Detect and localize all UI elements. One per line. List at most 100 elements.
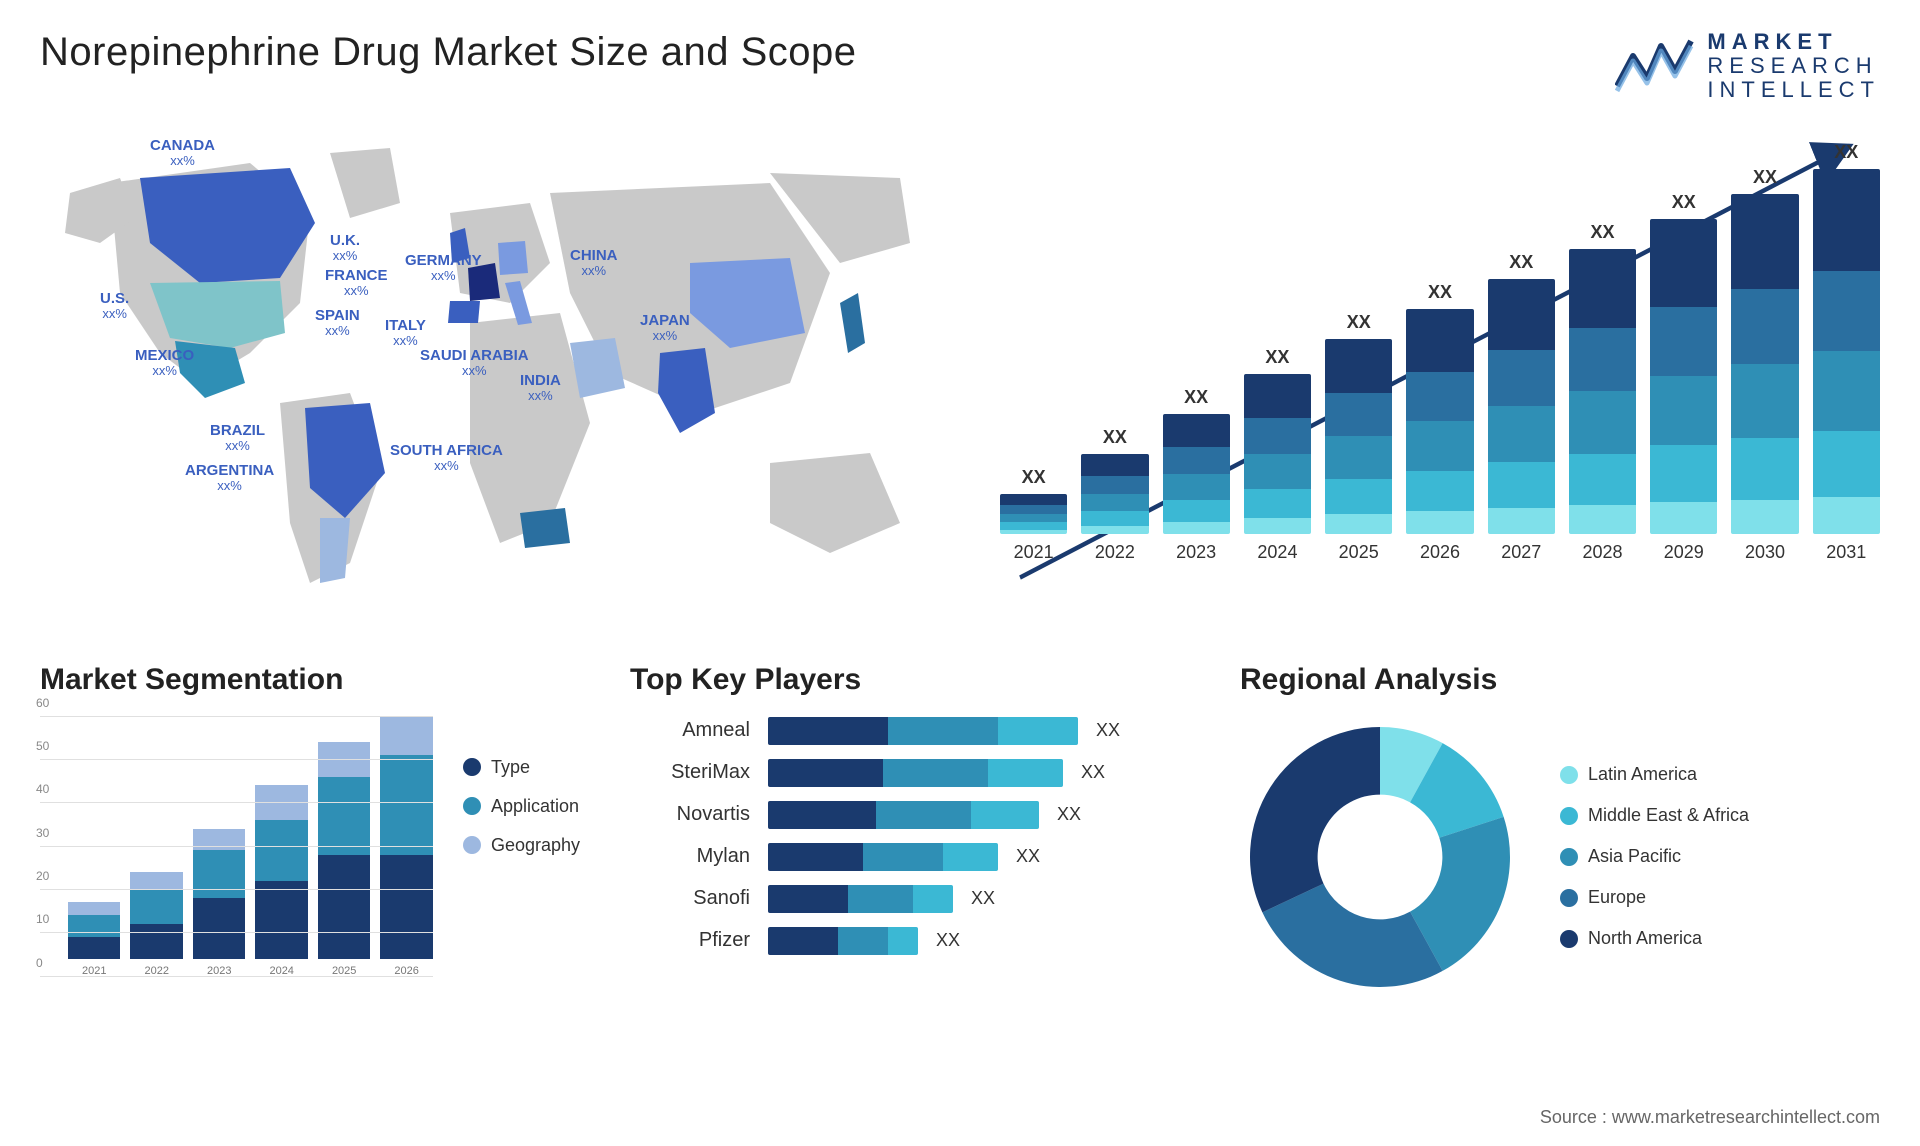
key-player-value: XX	[1057, 804, 1081, 825]
growth-bar-year: 2028	[1582, 542, 1622, 563]
growth-bar-value: XX	[1184, 387, 1208, 408]
growth-bar-column: XX 2028	[1569, 222, 1636, 563]
growth-bar-value: XX	[1509, 252, 1533, 273]
key-player-name: Pfizer	[630, 929, 750, 952]
growth-bar	[1325, 339, 1392, 534]
growth-bar	[1650, 219, 1717, 534]
bottom-row: Market Segmentation 20212022202320242025…	[40, 663, 1880, 997]
map-label: SPAINxx%	[315, 308, 360, 339]
key-players-title: Top Key Players	[630, 663, 1190, 697]
legend-item: Type	[463, 757, 580, 778]
world-map: CANADAxx% U.S.xx%MEXICOxx% BRAZILxx% ARGENT…	[40, 123, 960, 623]
map-label: BRAZILxx%	[210, 423, 265, 454]
key-player-row: Mylan XX	[630, 843, 1190, 871]
growth-bar-column: XX2026	[1406, 282, 1473, 563]
key-player-bar	[768, 843, 998, 871]
key-player-bar	[768, 717, 1078, 745]
donut-slice	[1250, 727, 1380, 912]
growth-bar-column: XX 2025	[1325, 312, 1392, 563]
logo-icon	[1615, 36, 1695, 96]
growth-bar-column: XX 2031	[1813, 142, 1880, 563]
logo-text: MARKET RESEARCH INTELLECT	[1707, 30, 1880, 103]
map-label: JAPANxx%	[640, 313, 690, 344]
key-player-value: XX	[1081, 762, 1105, 783]
growth-bar-year: 2023	[1176, 542, 1216, 563]
key-player-value: XX	[1096, 720, 1120, 741]
segmentation-bar-column: 2025	[318, 742, 370, 977]
growth-bar-year: 2030	[1745, 542, 1785, 563]
legend-item: Geography	[463, 835, 580, 856]
growth-bar-column: XX 2022	[1081, 427, 1148, 563]
regional-title: Regional Analysis	[1240, 663, 1880, 697]
segmentation-bar-column: 2023	[193, 829, 245, 977]
growth-bar-year: 2029	[1664, 542, 1704, 563]
legend-item: Application	[463, 796, 580, 817]
key-player-bar	[768, 801, 1039, 829]
segmentation-chart: 202120222023202420252026 0102030405060	[40, 717, 433, 997]
map-label: CANADAxx%	[150, 138, 215, 169]
growth-bar-value: XX	[1347, 312, 1371, 333]
growth-bar-value: XX	[1103, 427, 1127, 448]
key-player-name: SteriMax	[630, 761, 750, 784]
growth-bar-year: 2021	[1014, 542, 1054, 563]
growth-bar-year: 2022	[1095, 542, 1135, 563]
key-player-row: SteriMax XX	[630, 759, 1190, 787]
growth-bar	[1406, 309, 1473, 534]
growth-bar-year: 2025	[1339, 542, 1379, 563]
segmentation-bar-column: 2022	[130, 872, 182, 977]
map-label: U.K.xx%	[330, 233, 360, 264]
growth-bar	[1244, 374, 1311, 534]
growth-bar	[1000, 494, 1067, 534]
growth-bar-value: XX	[1834, 142, 1858, 163]
logo-text-line1: MARKET	[1707, 30, 1880, 54]
growth-bar-column: XX 2021	[1000, 467, 1067, 563]
map-label: SOUTH AFRICAxx%	[390, 443, 503, 474]
key-player-value: XX	[971, 888, 995, 909]
growth-bar-year: 2026	[1420, 542, 1460, 563]
legend-item: Europe	[1560, 887, 1749, 908]
source-label: Source : www.marketresearchintellect.com	[1540, 1107, 1880, 1128]
segmentation-legend: Type Application Geography	[463, 717, 580, 856]
map-label: SAUDI ARABIAxx%	[420, 348, 529, 379]
segmentation-title: Market Segmentation	[40, 663, 580, 697]
segmentation-bar-column: 2024	[255, 785, 307, 976]
key-player-name: Mylan	[630, 845, 750, 868]
map-label: MEXICOxx%	[135, 348, 194, 379]
map-label: GERMANYxx%	[405, 253, 482, 284]
legend-item: Asia Pacific	[1560, 846, 1749, 867]
growth-bar-year: 2027	[1501, 542, 1541, 563]
key-player-bar	[768, 759, 1063, 787]
map-label: CHINAxx%	[570, 248, 618, 279]
growth-bar-value: XX	[1022, 467, 1046, 488]
regional-legend: Latin AmericaMiddle East & AfricaAsia Pa…	[1560, 764, 1749, 949]
map-label: ARGENTINAxx%	[185, 463, 274, 494]
key-player-value: XX	[1016, 846, 1040, 867]
growth-bar	[1081, 454, 1148, 534]
regional-donut	[1240, 717, 1520, 997]
key-players-panel: Top Key Players AmnealXX SteriMax XX Novart…	[630, 663, 1190, 997]
key-player-name: Novartis	[630, 803, 750, 826]
growth-bar-value: XX	[1590, 222, 1614, 243]
header: Norepinephrine Drug Market Size and Scop…	[40, 30, 1880, 103]
logo-text-line2: RESEARCH	[1707, 54, 1880, 78]
legend-item: North America	[1560, 928, 1749, 949]
growth-bar	[1488, 279, 1555, 534]
growth-bar-year: 2031	[1826, 542, 1866, 563]
key-player-row: PfizerXX	[630, 927, 1190, 955]
key-player-row: AmnealXX	[630, 717, 1190, 745]
segmentation-bar-column: 2021	[68, 902, 120, 976]
growth-chart: XX2021XX2022XX2023XX2024XX2025XX2026XX20…	[1000, 123, 1880, 623]
map-label: U.S.xx%	[100, 291, 129, 322]
growth-bar-column: XX2029	[1650, 192, 1717, 563]
key-players-rows: AmnealXXSteriMaxXXNovartisXXMylanXXSanof…	[630, 717, 1190, 955]
map-label: INDIAxx%	[520, 373, 561, 404]
growth-bar-value: XX	[1753, 167, 1777, 188]
key-player-bar	[768, 885, 953, 913]
map-label: ITALYxx%	[385, 318, 426, 349]
growth-bar-year: 2024	[1257, 542, 1297, 563]
key-player-row: SanofiXX	[630, 885, 1190, 913]
map-label: FRANCExx%	[325, 268, 388, 299]
top-row: CANADAxx% U.S.xx%MEXICOxx% BRAZILxx% ARGENT…	[40, 123, 1880, 623]
brand-logo: MARKET RESEARCH INTELLECT	[1615, 30, 1880, 103]
growth-bar	[1569, 249, 1636, 534]
